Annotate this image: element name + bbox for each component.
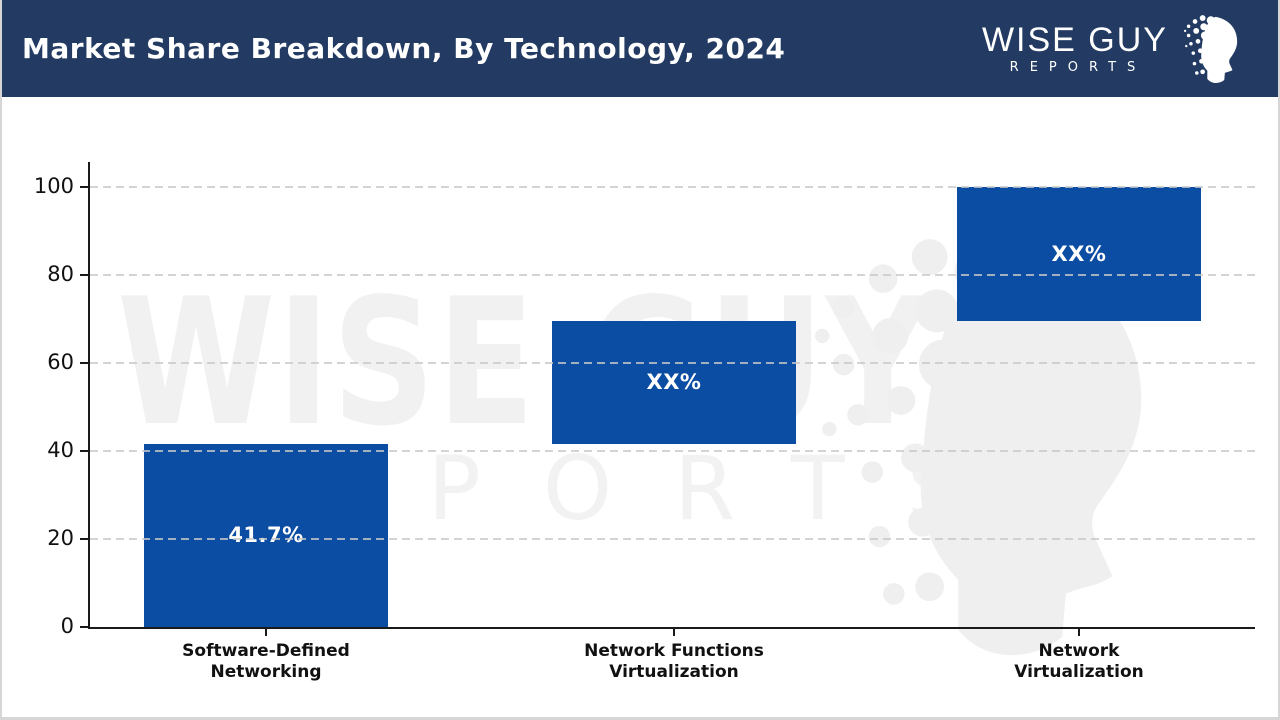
gridline	[90, 450, 1255, 452]
bar-value-label: XX%	[1051, 242, 1107, 267]
logo-text: WISE GUY REPORTS	[982, 23, 1168, 75]
header-bar: Market Share Breakdown, By Technology, 2…	[2, 0, 1278, 97]
logo-tagline: REPORTS	[1009, 59, 1147, 75]
page-title: Market Share Breakdown, By Technology, 2…	[22, 32, 786, 65]
gridline	[90, 274, 1255, 276]
x-axis-line	[88, 627, 1255, 629]
x-category-line1: Software-Defined	[182, 641, 350, 661]
y-tick-label: 60	[47, 350, 74, 374]
x-category-line1: Network Functions	[584, 641, 764, 661]
bar-value-label: XX%	[646, 370, 702, 395]
y-tick-label: 40	[47, 438, 74, 462]
x-category-line2: Virtualization	[1014, 662, 1144, 682]
gridline	[90, 186, 1255, 188]
y-tick	[80, 450, 88, 452]
x-category-label: Network Virtualization	[929, 641, 1229, 683]
logo-face-icon	[1183, 14, 1238, 83]
x-category-line2: Virtualization	[609, 662, 739, 682]
y-tick	[80, 626, 88, 628]
chart-area: WISE GUY REPORTS 0 20 40 60 80 100 41.7% XX% XX%…	[2, 97, 1278, 717]
x-tick	[265, 629, 267, 636]
x-category-line1: Network	[1038, 641, 1120, 661]
bar-segment: 41.7%	[144, 443, 388, 627]
y-tick	[80, 186, 88, 188]
gridline	[90, 362, 1255, 364]
bar-segment: XX%	[957, 187, 1201, 322]
y-tick-label: 20	[47, 526, 74, 550]
x-category-line2: Networking	[210, 662, 322, 682]
x-category-label: Network Functions Virtualization	[524, 641, 824, 683]
x-tick	[1078, 629, 1080, 636]
y-tick-label: 80	[47, 262, 74, 286]
y-axis-line	[88, 162, 90, 629]
gridline	[90, 538, 1255, 540]
bar-segment: XX%	[552, 321, 796, 444]
y-tick-label: 0	[60, 614, 74, 638]
y-tick	[80, 538, 88, 540]
x-tick	[673, 629, 675, 636]
bar-value-label: 41.7%	[228, 523, 304, 548]
y-tick-label: 100	[33, 174, 74, 198]
logo-name: WISE GUY	[981, 20, 1168, 59]
x-category-label: Software-Defined Networking	[116, 641, 416, 683]
y-tick	[80, 274, 88, 276]
logo: WISE GUY REPORTS	[982, 11, 1254, 87]
y-tick	[80, 362, 88, 364]
